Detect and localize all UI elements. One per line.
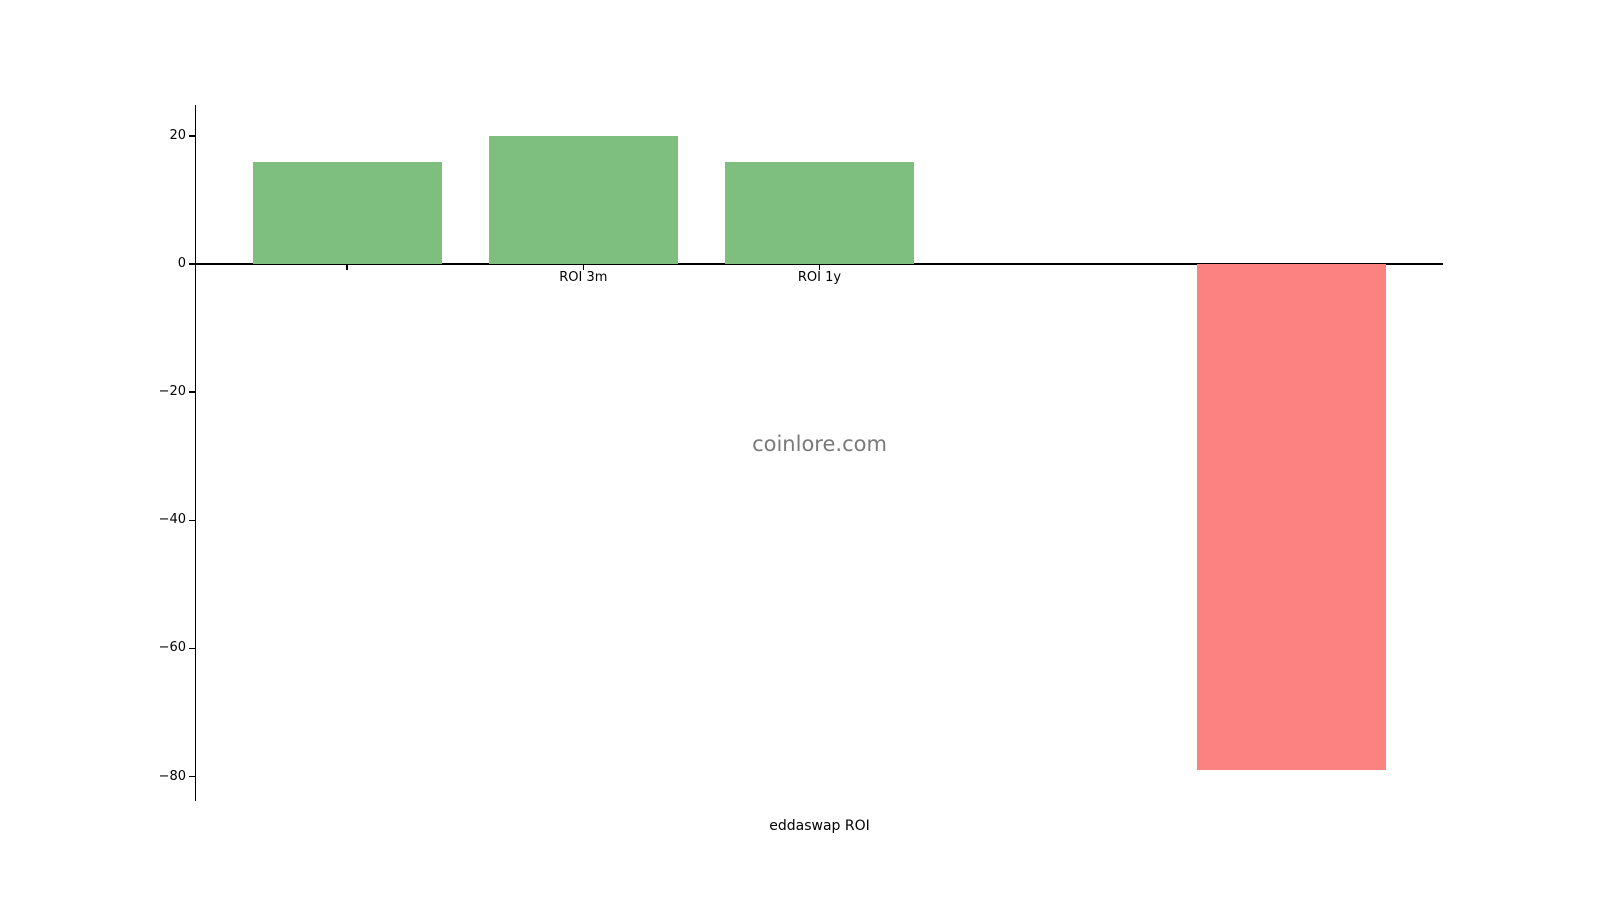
- x-tick: [346, 263, 348, 270]
- y-tick-label: −40: [158, 512, 186, 528]
- bar-slot-4[interactable]: [1197, 263, 1387, 770]
- y-tick: [189, 391, 195, 393]
- y-tick: [189, 135, 195, 137]
- y-tick-label: −80: [158, 768, 186, 784]
- y-tick-label: −60: [158, 640, 186, 656]
- bar-slot-0[interactable]: [252, 162, 442, 264]
- y-tick-label: 20: [169, 127, 186, 143]
- watermark-text: coinlore.com: [752, 432, 887, 456]
- bar-roi-3m[interactable]: [488, 136, 678, 264]
- x-axis-title: eddaswap ROI: [769, 818, 870, 834]
- y-axis-line: [194, 105, 196, 801]
- y-tick-label: 0: [177, 255, 186, 271]
- x-tick-label: ROI 1y: [797, 269, 842, 285]
- y-tick-label: −20: [158, 384, 186, 400]
- x-tick: [818, 263, 821, 270]
- bar-roi-1y[interactable]: [725, 162, 914, 264]
- x-tick-label: ROI 3m: [559, 269, 608, 285]
- y-tick: [189, 519, 195, 522]
- y-tick: [189, 263, 195, 265]
- y-tick: [189, 775, 195, 778]
- x-tick: [582, 263, 585, 270]
- y-tick: [189, 647, 195, 650]
